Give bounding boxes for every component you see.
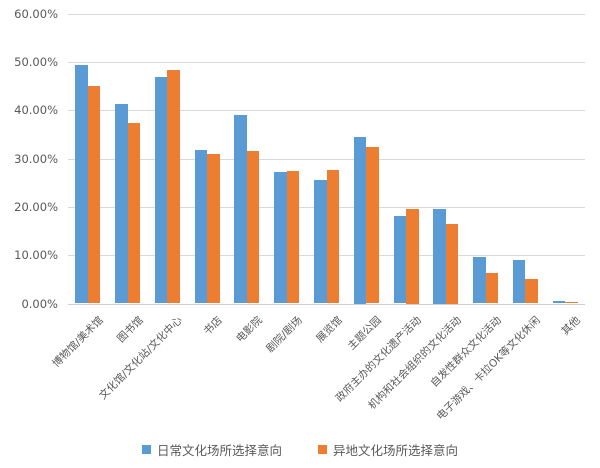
legend-label-daily: 日常文化场所选择意向 (156, 443, 282, 458)
x-axis-label: 文化馆/文化站/文化中心 (97, 313, 186, 402)
y-axis-label: 40.00% (14, 103, 58, 118)
x-axis-label: 博物馆/美术馆 (50, 313, 106, 370)
bar-series1-5 (286, 171, 300, 304)
y-axis-label: 60.00% (14, 6, 58, 21)
gridline (68, 158, 585, 160)
x-axis-label: 书店 (201, 313, 225, 338)
legend-swatch-nonlocal (318, 445, 327, 454)
bar-series1-12 (565, 302, 578, 304)
x-axis-label: 其他 (559, 313, 583, 338)
y-axis-label: 20.00% (14, 199, 58, 214)
y-axis-label: 0.00% (21, 296, 58, 311)
x-axis-label: 图书馆 (114, 313, 146, 345)
bar-series0-9 (433, 209, 446, 304)
bar-series1-10 (485, 272, 499, 304)
gridline (68, 13, 585, 15)
gridline (68, 61, 585, 63)
bar-series1-2 (167, 70, 180, 304)
bar-series1-11 (525, 278, 538, 304)
bar-series0-11 (512, 260, 526, 304)
bar-series1-8 (406, 209, 419, 304)
bar-series0-4 (234, 115, 247, 304)
bar-series1-1 (127, 123, 141, 304)
bar-series0-10 (473, 257, 486, 304)
bar-series1-7 (366, 147, 379, 304)
legend-label-nonlocal: 异地文化场所选择意向 (333, 443, 459, 458)
bar-series0-12 (552, 301, 566, 304)
bar-series0-7 (353, 136, 367, 304)
bar-series0-1 (115, 104, 128, 304)
bar-series1-9 (445, 223, 459, 304)
bar-series0-5 (274, 171, 287, 304)
bar-series1-6 (326, 169, 339, 304)
y-axis-label: 30.00% (14, 151, 58, 166)
x-axis-label: 主题公园 (345, 313, 385, 352)
legend-item-nonlocal: 异地文化场所选择意向 (318, 440, 458, 459)
x-axis-label: 自发性群众文化活动 (428, 313, 504, 390)
y-axis-label: 10.00% (14, 248, 58, 263)
x-axis-label: 电影院 (233, 313, 265, 345)
bar-series0-2 (154, 77, 168, 304)
x-axis-label: 剧院/剧场 (263, 313, 305, 355)
gridline (68, 110, 585, 112)
x-axis-line (68, 303, 585, 305)
y-axis-label: 50.00% (14, 54, 58, 69)
bar-series0-6 (314, 179, 327, 304)
legend-item-daily: 日常文化场所选择意向 (141, 440, 282, 459)
legend-swatch-daily (141, 445, 151, 454)
bar-series1-0 (87, 85, 101, 304)
x-axis-label: 展览馆 (313, 313, 345, 345)
bar-series0-8 (393, 216, 407, 304)
bar-series0-0 (75, 64, 88, 304)
bar-series0-3 (194, 149, 208, 304)
bar-series1-3 (207, 153, 220, 304)
bar-series1-4 (246, 150, 260, 304)
legend: 日常文化场所选择意向 异地文化场所选择意向 (0, 440, 600, 459)
